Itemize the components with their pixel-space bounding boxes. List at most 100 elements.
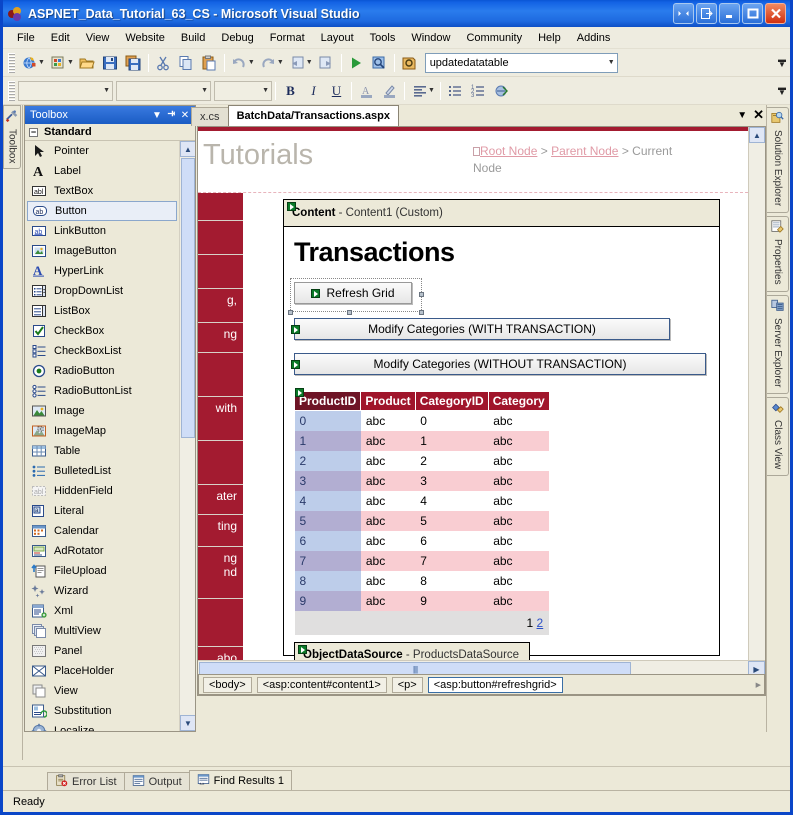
toolbox-item-radiobuttonlist[interactable]: RadioButtonList [25,381,179,401]
autohide-tab-solution-explorer[interactable]: Solution Explorer [767,107,789,214]
table-row[interactable]: 8 abc 8 abc [294,571,550,591]
toolbox-item-multiview[interactable]: MultiView [25,621,179,641]
toolbox-close-icon[interactable]: ✕ [180,109,190,121]
tag-chip-refreshgrid-button[interactable]: <asp:button#refreshgrid> [427,676,563,693]
scrollbar-thumb[interactable] [181,158,195,438]
menu-item-build[interactable]: Build [180,31,206,44]
toolbox-item-placeholder[interactable]: PlaceHolder [25,661,179,681]
toolbar-grip[interactable] [8,52,15,73]
menu-item-community[interactable]: Community [466,31,523,44]
gridview-wrapper[interactable]: ProductID Product CategoryID Category [293,388,550,635]
selection-handle[interactable] [347,310,353,315]
menu-item-view[interactable]: View [85,31,110,44]
toolbox-item-list[interactable]: Pointer A Label abl TextBox ab [25,141,179,731]
open-file-icon[interactable] [76,52,99,74]
autohide-tab-server-explorer[interactable]: Server Explorer [767,294,789,395]
tool-tab-output[interactable]: Output [123,772,190,790]
close-icon[interactable] [765,3,786,24]
toolbox-item-imagebutton[interactable]: ImageButton [25,241,179,261]
close-document-icon[interactable]: ✕ [753,107,764,122]
column-header-categoryid[interactable]: CategoryID [414,391,489,411]
undock-icon[interactable] [696,3,717,24]
breadcrumb-root[interactable]: Root Node [480,144,538,158]
toolbox-item-panel[interactable]: Panel [25,641,179,661]
objectdatasource-control[interactable]: ObjectDataSource - ProductsDataSource [294,642,531,660]
products-gridview[interactable]: ProductID Product CategoryID Category [293,391,550,635]
nav-item[interactable]: ater [198,485,243,515]
navigate-forward-icon[interactable] [315,52,338,74]
toolbox-item-calendar[interactable]: Calendar [25,521,179,541]
modify-categories-with-transaction-button[interactable]: Modify Categories (WITH TRANSACTION) [290,318,670,340]
new-website-dropdown-icon[interactable]: ▼ [38,59,45,66]
nav-item[interactable]: g, [198,289,243,323]
navigate-back-dropdown-icon[interactable]: ▼ [305,59,313,66]
menu-item-format[interactable]: Format [269,31,305,44]
modify-categories-without-transaction-button[interactable]: Modify Categories (WITHOUT TRANSACTION) [290,353,706,375]
table-row[interactable]: 2 abc 2 abc [294,451,550,471]
menu-item-tools[interactable]: Tools [369,31,396,44]
font-size-combo[interactable]: ▼ [214,80,272,101]
autohide-tab-class-view[interactable]: Class View [767,397,789,477]
design-surface[interactable]: th Data Tutorials Root Node > Parent Nod… [197,127,766,696]
document-tab-transactions-aspx[interactable]: BatchData/Transactions.aspx [227,105,400,126]
toolbar-overflow-button[interactable]: ▬ ▼ [778,54,786,69]
scroll-down-icon[interactable]: ▼ [180,715,195,731]
table-row[interactable]: 1 abc 1 abc [294,431,550,451]
menu-item-help[interactable]: Help [538,31,561,44]
toolbox-section-standard[interactable]: − Standard [25,124,195,141]
chevron-down-icon[interactable]: ▼ [262,87,269,94]
tag-chip-body[interactable]: <body> [203,676,252,693]
tool-tab-error-list[interactable]: Error List [47,772,125,790]
menu-item-website[interactable]: Website [125,31,165,44]
toolbox-item-hyperlink[interactable]: A HyperLink [25,261,179,281]
italic-icon[interactable]: I [311,82,316,98]
maximize-icon[interactable] [742,3,763,24]
column-header-productid[interactable]: ProductID [293,391,362,411]
breadcrumb-parent[interactable]: Parent Node [551,144,619,158]
toolbox-item-hiddenfield[interactable]: abl HiddenField [25,481,179,501]
chevron-down-icon[interactable]: ▼ [103,87,110,94]
undo-icon[interactable] [228,52,251,74]
paste-icon[interactable] [198,52,221,74]
refresh-grid-button[interactable]: Refresh Grid [294,282,412,304]
nav-item[interactable]: ng nd [198,547,243,599]
nav-item[interactable]: ting [198,515,243,547]
toolbox-item-linkbutton[interactable]: ab LinkButton [25,221,179,241]
font-name-combo[interactable]: ▼ [116,80,211,101]
menu-item-layout[interactable]: Layout [320,31,354,44]
nav-item[interactable]: ng [198,323,243,353]
table-row[interactable]: 4 abc 4 abc [294,491,550,511]
nav-item[interactable] [198,441,243,485]
scroll-up-icon[interactable]: ▲ [180,141,195,157]
toolbox-item-view[interactable]: View [25,681,179,701]
undo-dropdown-icon[interactable]: ▼ [247,59,255,66]
nav-item[interactable] [198,599,243,647]
menu-item-debug[interactable]: Debug [221,31,254,44]
target-schema-combo[interactable]: updatedatatable ▼ [424,52,618,73]
selection-handle[interactable] [419,291,424,297]
scroll-right-icon[interactable]: ▶ [748,660,765,678]
menu-item-edit[interactable]: Edit [50,31,70,44]
collapse-icon[interactable]: − [29,126,38,137]
new-item-icon[interactable] [47,52,70,74]
menu-item-file[interactable]: File [17,31,35,44]
table-row[interactable]: 7 abc 7 abc [294,551,550,571]
toolbox-item-wizard[interactable]: Wizard [25,581,179,601]
toolbox-item-listbox[interactable]: ListBox [25,301,179,321]
toolbox-item-substitution[interactable]: Substitution [25,701,179,721]
start-without-debugging-icon[interactable] [368,52,391,74]
nav-item[interactable] [198,353,243,397]
pager-page-link[interactable]: 2 [536,616,544,630]
toolbox-item-fileupload[interactable]: FileUpload [25,561,179,581]
underline-icon[interactable]: U [331,82,342,98]
bold-icon[interactable]: B [286,82,295,98]
autohide-tab-properties[interactable]: Properties [767,216,789,292]
table-row[interactable]: 5 abc 5 abc [294,511,550,531]
selection-handle[interactable] [288,310,293,315]
toolbox-dropdown-icon[interactable]: ▼ [152,109,162,121]
design-horizontal-scrollbar[interactable]: |||| ▶ [198,660,765,678]
menu-item-window[interactable]: Window [411,31,451,44]
toolbox-item-localize[interactable]: Localize [25,721,179,731]
restore-down-icon[interactable] [673,3,694,24]
